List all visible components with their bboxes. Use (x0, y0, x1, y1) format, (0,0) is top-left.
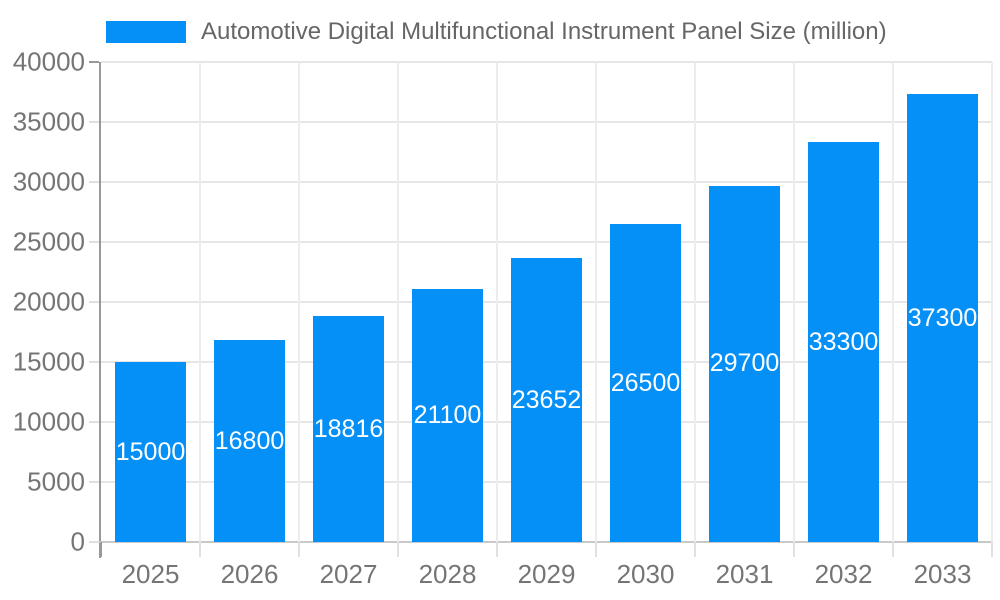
y-tick-label: 0 (70, 526, 85, 557)
y-tick-label: 20000 (12, 286, 85, 317)
y-tick-label: 5000 (27, 466, 85, 497)
bar: 23652 (511, 258, 582, 542)
x-tick-label: 2031 (715, 559, 774, 589)
gridline-vertical (496, 62, 498, 542)
bar: 16800 (214, 340, 285, 542)
bar-value-label: 29700 (709, 349, 780, 378)
y-axis-tick (89, 121, 99, 123)
x-tick-label: 2025 (121, 559, 180, 589)
gridline-vertical (892, 62, 894, 542)
legend: Automotive Digital Multifunctional Instr… (106, 18, 887, 46)
bar: 15000 (115, 362, 186, 542)
y-tick-label: 35000 (12, 106, 85, 137)
x-axis-tick (496, 542, 498, 557)
y-axis-tick (89, 181, 99, 183)
y-axis-tick (89, 361, 99, 363)
y-tick-label: 10000 (12, 406, 85, 437)
y-axis-tick (89, 241, 99, 243)
bar: 37300 (907, 94, 978, 542)
gridline-vertical (199, 62, 201, 542)
bar-value-label: 16800 (214, 426, 285, 455)
y-axis-tick (89, 421, 99, 423)
bar: 21100 (412, 288, 483, 542)
bar-value-label: 26500 (610, 368, 681, 397)
bar: 29700 (709, 185, 780, 542)
x-tick-label: 2033 (913, 559, 972, 589)
x-tick-label: 2029 (517, 559, 576, 589)
x-axis-tick (397, 542, 399, 557)
x-axis-tick (892, 542, 894, 557)
x-axis-tick (199, 542, 201, 557)
gridline-horizontal (101, 241, 992, 243)
y-axis-tick (89, 541, 99, 543)
bar-value-label: 23652 (511, 385, 582, 414)
gridline-horizontal (101, 121, 992, 123)
x-axis-tick (991, 542, 993, 557)
x-tick-label: 2030 (616, 559, 675, 589)
y-axis-line (99, 62, 101, 558)
bar: 26500 (610, 224, 681, 542)
gridline-vertical (694, 62, 696, 542)
gridline-vertical (991, 62, 993, 542)
x-axis-tick (100, 542, 102, 557)
y-tick-label: 25000 (12, 226, 85, 257)
bar-value-label: 18816 (313, 414, 384, 443)
y-axis-tick (89, 481, 99, 483)
y-axis-tick (89, 61, 99, 63)
gridline-vertical (793, 62, 795, 542)
x-axis-tick (694, 542, 696, 557)
bar: 33300 (808, 142, 879, 542)
x-tick-label: 2032 (814, 559, 873, 589)
y-tick-label: 40000 (12, 46, 85, 77)
x-tick-label: 2027 (319, 559, 378, 589)
bar-value-label: 15000 (115, 437, 186, 466)
gridline-horizontal (101, 181, 992, 183)
bar-value-label: 21100 (413, 400, 482, 429)
legend-swatch (106, 21, 186, 43)
x-axis-line (89, 541, 992, 543)
x-tick-label: 2026 (220, 559, 279, 589)
bar-value-label: 33300 (808, 327, 879, 356)
bar-value-label: 37300 (907, 303, 978, 332)
legend-label: Automotive Digital Multifunctional Instr… (201, 18, 887, 45)
y-tick-label: 15000 (12, 346, 85, 377)
bar: 18816 (313, 316, 384, 542)
gridline-vertical (595, 62, 597, 542)
gridline-horizontal (101, 61, 992, 63)
gridline-vertical (298, 62, 300, 542)
y-axis-tick (89, 301, 99, 303)
x-axis-tick (595, 542, 597, 557)
gridline-vertical (397, 62, 399, 542)
x-tick-label: 2028 (418, 559, 477, 589)
x-axis-tick (793, 542, 795, 557)
x-axis-tick (298, 542, 300, 557)
y-tick-label: 30000 (12, 166, 85, 197)
plot-area: 0 5000 10000 15000 20000 25000 30000 35000 40000… (13, 47, 993, 589)
